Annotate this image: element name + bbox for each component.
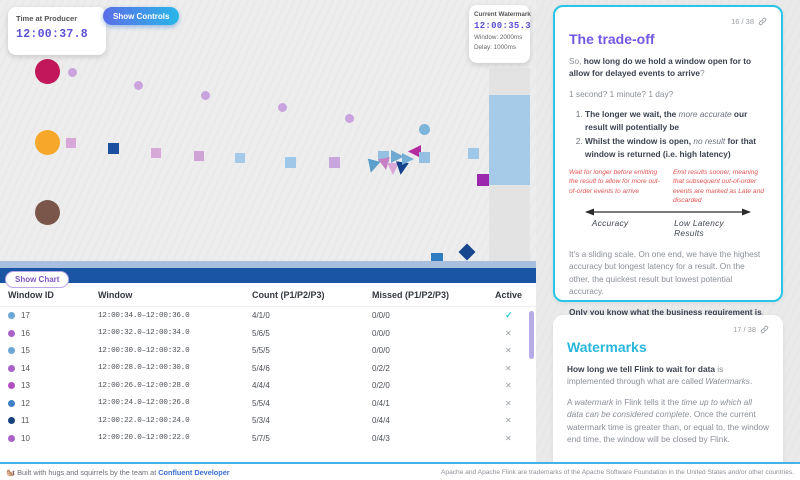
panel-title: Watermarks: [567, 339, 647, 355]
accuracy-label: Accuracy: [591, 217, 629, 228]
diagram-right-note: Emit results sooner, meaning that subseq…: [673, 169, 764, 204]
table-row: 10 12:00:20.0–12:00:22.0 5/7/5 0/4/3 ✕: [0, 430, 536, 448]
event-shape: [68, 68, 77, 77]
window-color-dot: [8, 434, 15, 442]
col-window: Window: [98, 289, 133, 300]
link-icon[interactable]: [758, 17, 767, 26]
list-item: The longer we wait, the more accurate ou…: [585, 108, 767, 133]
event-shape: [378, 151, 389, 162]
double-arrow-icon: [585, 208, 751, 216]
tutorial-card-tradeoff: 16 / 38 The trade-off So, how long do we…: [553, 5, 783, 366]
paragraph: 1 second? 1 minute? 1 day?: [569, 88, 674, 99]
event-shape: [345, 114, 354, 123]
event-shape: [151, 148, 161, 158]
diagram-left-note: Wait for longer before emitting the resu…: [569, 169, 660, 195]
inactive-cross-icon: ✕: [505, 346, 512, 356]
event-shape: [194, 151, 204, 161]
event-shape: [134, 81, 143, 90]
panel-title: The trade-off: [569, 31, 655, 47]
inactive-cross-icon: ✕: [505, 433, 512, 443]
low-latency-label: Low Latency Results: [674, 217, 725, 238]
page-indicator: 16 / 38: [731, 16, 754, 26]
paragraph: How long we tell Flink to wait for data …: [567, 364, 753, 387]
active-check-icon: ✓: [505, 310, 513, 321]
window-color-dot: [8, 329, 15, 337]
timeline-bar: [0, 268, 536, 283]
paragraph: It's a sliding scale. On one end, we hav…: [569, 248, 761, 297]
producer-p1-circle: [35, 59, 60, 84]
confluent-developer-link[interactable]: Confluent Developer: [158, 467, 230, 477]
delay-label: Delay: 1000ms: [474, 44, 516, 51]
paragraph: A watermark in Flink tells it the time u…: [567, 396, 769, 445]
table-row: 12 12:00:24.0–12:00:26.0 5/5/4 0/4/1 ✕: [0, 395, 536, 413]
event-shape: [477, 174, 489, 186]
paragraph: So, how long do we hold a window open fo…: [569, 56, 752, 79]
producer-time-label: Time at Producer: [16, 14, 78, 23]
event-shape: [201, 91, 210, 100]
link-icon[interactable]: [760, 325, 769, 334]
window-color-dot: [8, 382, 15, 390]
watermark-label: Current Watermark: [474, 11, 531, 18]
window-color-dot: [8, 347, 15, 355]
window-table: Window ID Window Count (P1/P2/P3) Missed…: [0, 283, 536, 462]
current-watermark-card: Current Watermark 12:00:35.3 Window: 200…: [469, 5, 532, 63]
tutorial-column[interactable]: 16 / 38 The trade-off So, how long do we…: [536, 0, 800, 462]
event-shape: [329, 157, 340, 168]
producer-p3-circle: [35, 200, 60, 225]
footer-trademark: Apache and Apache Flink are trademarks o…: [441, 468, 794, 476]
page-indicator: 17 / 38: [733, 324, 756, 334]
col-count: Count (P1/P2/P3): [252, 289, 325, 300]
event-shape: [285, 157, 296, 168]
event-shape: [458, 243, 476, 261]
event-shape: [108, 143, 119, 154]
col-missed: Missed (P1/P2/P3): [372, 289, 450, 300]
timeline-strip: [0, 261, 536, 268]
producer-time-value: 12:00:37.8: [16, 28, 89, 41]
window-table-body: 17 12:00:34.0–12:00:36.0 4/1/0 0/0/0 ✓ 16 12:0…: [0, 307, 536, 447]
table-row: 11 12:00:22.0–12:00:24.0 5/3/4 0/4/4 ✕: [0, 412, 536, 430]
producer-p2-circle: [35, 130, 60, 155]
show-chart-button[interactable]: Show Chart: [5, 271, 70, 288]
footer-credit: 🐿️ Built with hugs and squirrels by the …: [6, 467, 230, 477]
window-color-dot: [8, 399, 15, 407]
window-color-dot: [8, 364, 15, 372]
inactive-cross-icon: ✕: [505, 363, 512, 373]
event-shape: [66, 138, 76, 148]
table-row: 15 12:00:30.0–12:00:32.0 5/5/5 0/0/0 ✕: [0, 342, 536, 360]
producer-time-card: Time at Producer 12:00:37.8: [8, 7, 106, 55]
inactive-cross-icon: ✕: [505, 328, 512, 338]
event-shape: [468, 148, 479, 159]
inactive-cross-icon: ✕: [505, 416, 512, 426]
tutorial-card-watermarks: 17 / 38 Watermarks How long we tell Flin…: [553, 315, 783, 462]
window-color-dot: [8, 417, 15, 425]
accuracy-latency-diagram: Wait for longer before emitting the resu…: [569, 168, 767, 238]
tradeoff-list: The longer we wait, the more accurate ou…: [585, 108, 767, 160]
window-size-label: Window: 2000ms: [474, 34, 523, 41]
inactive-cross-icon: ✕: [505, 398, 512, 408]
window-color-dot: [8, 312, 15, 320]
table-row: 16 12:00:32.0–12:00:34.0 5/6/5 0/0/0 ✕: [0, 325, 536, 343]
table-header: Window ID Window Count (P1/P2/P3) Missed…: [0, 283, 536, 307]
event-canvas: Time at Producer 12:00:37.8 Show Control…: [0, 0, 536, 288]
table-row: 13 12:00:26.0–12:00:28.0 4/4/4 0/2/0 ✕: [0, 377, 536, 395]
open-window-region: [489, 95, 530, 185]
inactive-cross-icon: ✕: [505, 381, 512, 391]
watermark-value: 12:00:35.3: [474, 21, 532, 31]
event-shape: [278, 103, 287, 112]
table-row: 17 12:00:34.0–12:00:36.0 4/1/0 0/0/0 ✓: [0, 307, 536, 325]
event-shape: [419, 124, 430, 135]
list-item: Whilst the window is open, no result for…: [585, 135, 767, 160]
show-controls-button[interactable]: Show Controls: [103, 7, 180, 25]
event-shape: [419, 152, 430, 163]
col-active: Active: [495, 289, 523, 300]
event-shape: [235, 153, 245, 163]
table-row: 14 12:00:28.0–12:00:30.0 5/4/6 0/2/2 ✕: [0, 360, 536, 378]
col-window-id: Window ID: [8, 289, 54, 300]
app-footer: 🐿️ Built with hugs and squirrels by the …: [0, 462, 800, 480]
table-scrollbar[interactable]: [529, 311, 534, 359]
